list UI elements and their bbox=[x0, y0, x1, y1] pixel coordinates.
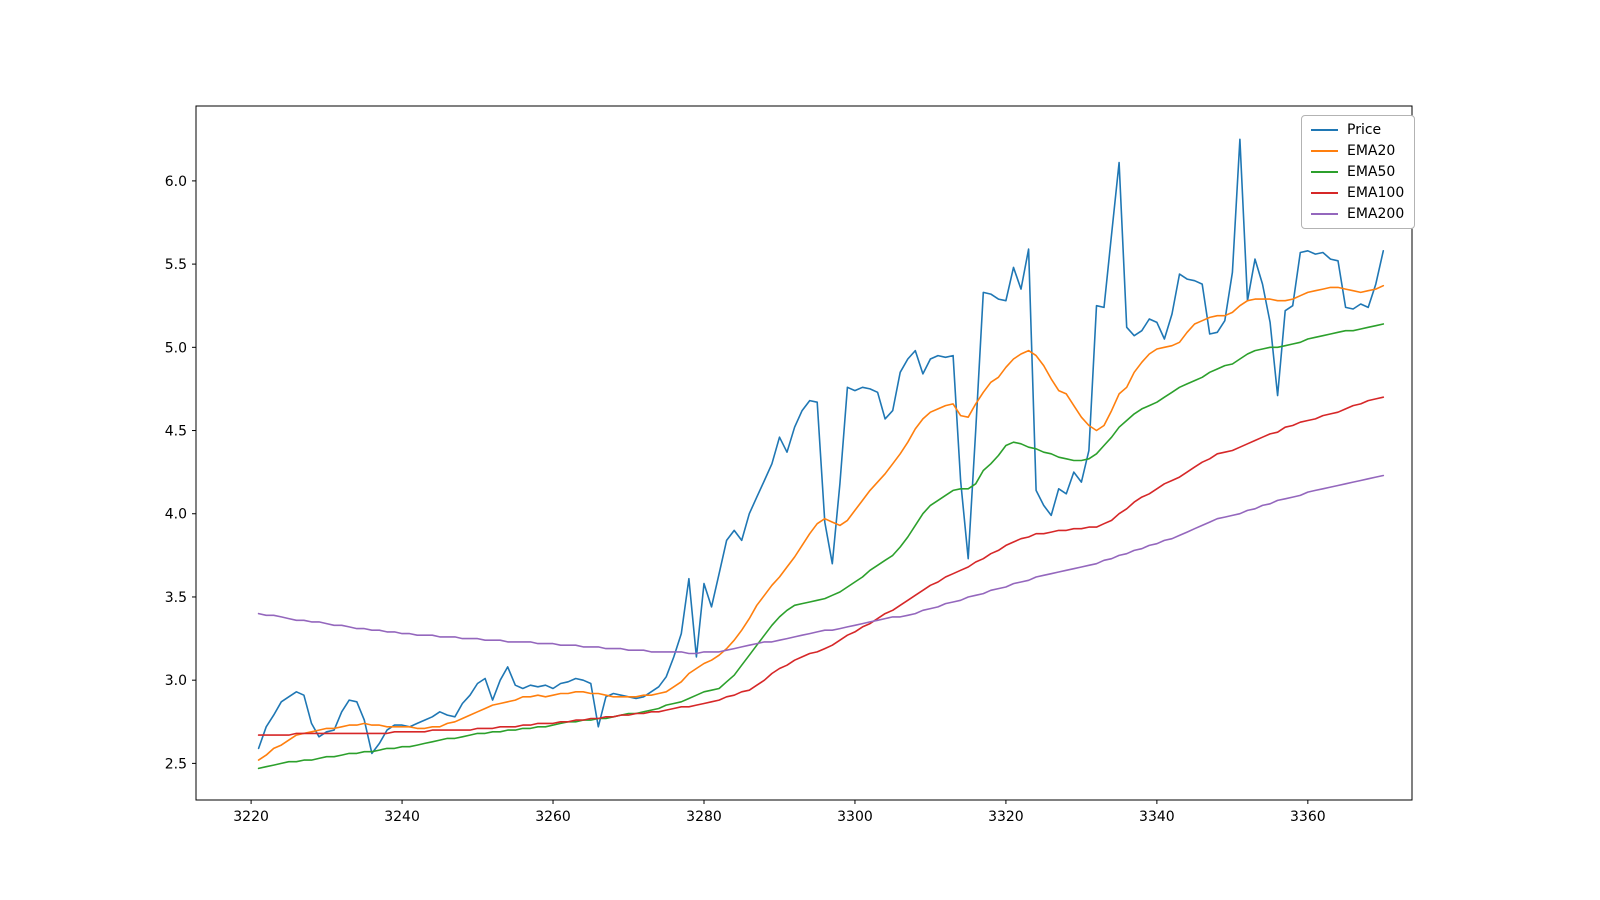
legend-swatch-ema200 bbox=[1311, 213, 1338, 215]
legend-item-ema50: EMA50 bbox=[1311, 164, 1404, 180]
x-axis-tick-label: 3300 bbox=[837, 809, 873, 825]
y-axis-tick-label: 4.0 bbox=[165, 507, 187, 523]
legend-swatch-price bbox=[1311, 129, 1338, 131]
y-axis-tick-label: 3.0 bbox=[165, 673, 187, 689]
series-line-ema20 bbox=[257, 284, 1385, 761]
series-line-ema50 bbox=[257, 323, 1385, 770]
y-axis-tick-label: 5.0 bbox=[165, 340, 187, 356]
legend-item-ema100: EMA100 bbox=[1311, 185, 1404, 201]
legend-label: EMA50 bbox=[1347, 164, 1396, 180]
legend-item-ema20: EMA20 bbox=[1311, 143, 1404, 159]
x-axis-tick-label: 3280 bbox=[686, 809, 722, 825]
series-line-ema200 bbox=[257, 474, 1385, 655]
y-axis-tick-label: 6.0 bbox=[165, 174, 187, 190]
legend-label: EMA100 bbox=[1347, 185, 1405, 201]
x-axis-tick-label: 3360 bbox=[1290, 809, 1326, 825]
legend-label: EMA20 bbox=[1347, 143, 1396, 159]
legend-swatch-ema20 bbox=[1311, 150, 1338, 152]
y-axis-tick-label: 3.5 bbox=[165, 590, 187, 606]
x-axis-tick-label: 3220 bbox=[233, 809, 269, 825]
x-axis-tick-label: 3340 bbox=[1139, 809, 1175, 825]
legend-swatch-ema100 bbox=[1311, 192, 1338, 194]
legend-item-ema200: EMA200 bbox=[1311, 206, 1404, 222]
y-axis-tick-label: 4.5 bbox=[165, 424, 187, 440]
x-axis-tick-label: 3240 bbox=[384, 809, 420, 825]
x-axis-tick-label: 3320 bbox=[988, 809, 1024, 825]
legend: Price EMA20 EMA50 EMA100 EMA200 bbox=[1301, 115, 1416, 229]
legend-swatch-ema50 bbox=[1311, 171, 1338, 173]
y-axis-tick-label: 5.5 bbox=[165, 257, 187, 273]
legend-label: Price bbox=[1347, 122, 1382, 138]
legend-label: EMA200 bbox=[1347, 206, 1405, 222]
legend-item-price: Price bbox=[1311, 122, 1404, 138]
series-line-ema100 bbox=[257, 396, 1385, 736]
y-axis-tick-label: 2.5 bbox=[165, 756, 187, 772]
series-line-price bbox=[257, 138, 1385, 755]
x-axis-tick-label: 3260 bbox=[535, 809, 571, 825]
plot-frame bbox=[195, 105, 1413, 801]
